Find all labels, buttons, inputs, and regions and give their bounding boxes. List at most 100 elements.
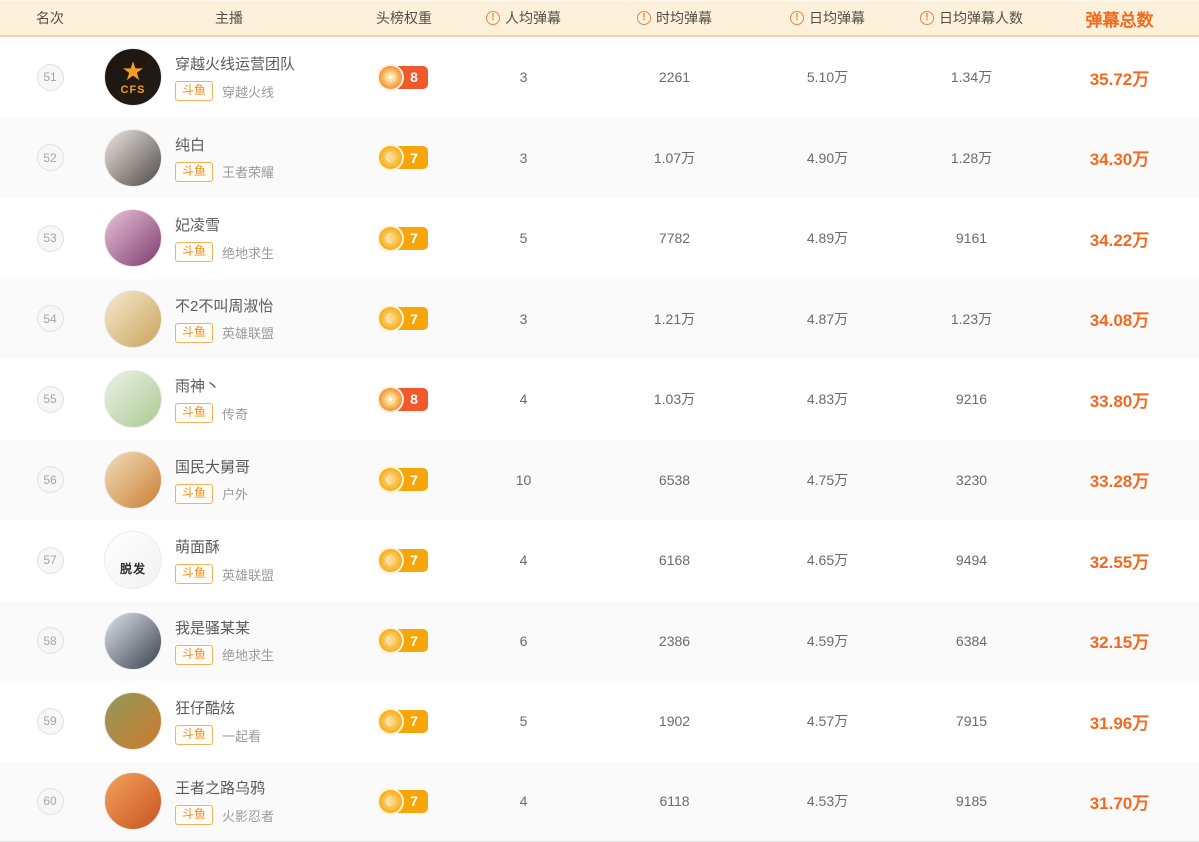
table-row[interactable]: 56 国民大舅哥 斗鱼 户外 ☾ 7 10 653: [0, 439, 1199, 520]
info-icon[interactable]: !: [790, 11, 804, 25]
platform-badge[interactable]: 斗鱼: [175, 242, 214, 263]
streamer-name[interactable]: 萌面酥: [175, 539, 221, 557]
weight-badge: ☾ 7: [377, 707, 428, 735]
rank-cell: 51: [0, 63, 100, 91]
weight-tier-circle: ☀: [377, 63, 405, 91]
streamer-meta: 斗鱼 绝地求生: [175, 242, 274, 263]
avatar[interactable]: [104, 209, 162, 268]
streamer-cell: 妃凌雪 斗鱼 绝地求生: [100, 209, 358, 268]
table-row[interactable]: 52 纯白 斗鱼 王者荣耀 ☾ 7 3 1.07万: [0, 117, 1199, 198]
streamer-cell: ★ CFS 穿越火线运营团队 斗鱼 穿越火线: [100, 48, 358, 107]
platform-badge[interactable]: 斗鱼: [175, 564, 214, 585]
weight-value: 7: [410, 713, 418, 730]
table-row[interactable]: 58 我是骚某某 斗鱼 绝地求生 ☾ 7 6 23: [0, 600, 1199, 681]
table-row[interactable]: 55 雨神丶 斗鱼 传奇 ☀ 8 4 1.03万: [0, 359, 1199, 440]
avatar[interactable]: [104, 692, 162, 751]
streamer-info: 不2不叫周淑怡 斗鱼 英雄联盟: [175, 295, 274, 343]
avatar[interactable]: [104, 611, 162, 670]
daily-danmaku-value: 4.90万: [806, 149, 849, 166]
platform-badge[interactable]: 斗鱼: [175, 725, 214, 746]
rank-cell: 57: [0, 546, 100, 574]
weight-tier-circle: ☾: [377, 144, 405, 172]
avatar[interactable]: 脱发: [104, 531, 162, 590]
header-per-user-danmaku[interactable]: ! 人均弹幕: [450, 8, 597, 28]
total-danmaku-value: 34.30万: [1089, 150, 1150, 170]
rank-cell: 53: [0, 224, 100, 252]
header-hourly-danmaku[interactable]: ! 时均弹幕: [597, 8, 752, 28]
weight-badge: ☾ 7: [377, 466, 428, 494]
weight-tier-circle: ☾: [377, 466, 405, 494]
table-row[interactable]: 51 ★ CFS 穿越火线运营团队 斗鱼 穿越火线 ☀ 8 3: [0, 37, 1199, 118]
table-row[interactable]: 57 脱发 萌面酥 斗鱼 英雄联盟 ☾ 7 4 61: [0, 520, 1199, 601]
header-rank-label: 名次: [36, 10, 64, 26]
streamer-name[interactable]: 狂仔酷炫: [175, 700, 236, 718]
header-daily-danmaku[interactable]: ! 日均弹幕: [752, 8, 903, 28]
total-danmaku-value: 33.28万: [1089, 472, 1150, 492]
avatar[interactable]: ★ CFS: [104, 48, 162, 107]
avatar[interactable]: [104, 450, 162, 509]
platform-badge[interactable]: 斗鱼: [175, 805, 214, 826]
streamer-name[interactable]: 王者之路乌鸦: [175, 780, 266, 798]
streamer-meta: 斗鱼 绝地求生: [175, 644, 274, 665]
daily-danmaku-value: 4.59万: [806, 632, 849, 649]
hourly-danmaku-value: 1902: [658, 713, 691, 730]
table-row[interactable]: 60 王者之路乌鸦 斗鱼 火影忍者 ☾ 7 4 6: [0, 761, 1199, 842]
streamer-name[interactable]: 不2不叫周淑怡: [175, 297, 274, 315]
streamer-info: 妃凌雪 斗鱼 绝地求生: [175, 214, 274, 263]
info-icon[interactable]: !: [637, 11, 651, 25]
streamer-name[interactable]: 我是骚某某: [175, 619, 251, 637]
per-user-danmaku-value: 3: [519, 310, 528, 327]
rank-cell: 52: [0, 144, 100, 172]
weight-badge: ☾ 7: [377, 144, 428, 172]
daily-danmaku-value: 4.65万: [806, 552, 849, 569]
streamer-meta: 斗鱼 户外: [175, 483, 250, 504]
weight-cell: ☾ 7: [358, 787, 450, 815]
platform-badge[interactable]: 斗鱼: [175, 81, 214, 102]
streamer-name[interactable]: 雨神丶: [175, 378, 221, 396]
star-icon: ★: [121, 56, 145, 87]
streamer-info: 狂仔酷炫 斗鱼 一起看: [175, 697, 261, 746]
avatar[interactable]: [104, 128, 162, 187]
daily-danmaku-value: 4.53万: [806, 793, 849, 810]
daily-users-value: 1.34万: [950, 69, 993, 86]
rank-badge: 56: [36, 466, 64, 494]
daily-danmaku-value: 4.57万: [806, 713, 849, 730]
platform-badge[interactable]: 斗鱼: [175, 403, 214, 424]
avatar[interactable]: [104, 289, 162, 348]
per-user-danmaku-value: 3: [519, 69, 528, 86]
table-row[interactable]: 59 狂仔酷炫 斗鱼 一起看 ☾ 7 5 1902: [0, 681, 1199, 762]
streamer-meta: 斗鱼 英雄联盟: [175, 564, 274, 585]
header-per-user-label: 人均弹幕: [505, 10, 561, 26]
platform-badge[interactable]: 斗鱼: [175, 161, 214, 182]
streamer-name[interactable]: 国民大舅哥: [175, 458, 251, 476]
total-danmaku-value: 31.70万: [1089, 793, 1150, 813]
rank-badge: 57: [36, 546, 64, 574]
moon-icon: ☾: [384, 793, 397, 809]
daily-users-value: 7915: [955, 713, 988, 730]
rank-cell: 54: [0, 305, 100, 333]
header-daily-users[interactable]: ! 日均弹幕人数: [903, 8, 1040, 28]
daily-danmaku-value: 5.10万: [806, 69, 849, 86]
avatar[interactable]: [104, 772, 162, 831]
table-row[interactable]: 53 妃凌雪 斗鱼 绝地求生 ☾ 7 5 7782: [0, 198, 1199, 279]
hourly-danmaku-value: 6538: [658, 471, 691, 488]
streamer-meta: 斗鱼 传奇: [175, 403, 248, 424]
info-icon[interactable]: !: [920, 11, 934, 25]
header-streamer-label: 主播: [215, 10, 243, 26]
avatar-caption: CFS: [120, 84, 146, 97]
moon-icon: ☾: [384, 472, 397, 488]
info-icon[interactable]: !: [486, 11, 500, 25]
avatar[interactable]: [104, 370, 162, 429]
rank-cell: 55: [0, 385, 100, 413]
table-row[interactable]: 54 不2不叫周淑怡 斗鱼 英雄联盟 ☾ 7 3: [0, 278, 1199, 359]
streamer-name[interactable]: 妃凌雪: [175, 217, 221, 235]
platform-badge[interactable]: 斗鱼: [175, 644, 214, 665]
platform-badge[interactable]: 斗鱼: [175, 322, 214, 343]
moon-icon: ☾: [384, 713, 397, 729]
platform-badge[interactable]: 斗鱼: [175, 483, 214, 504]
streamer-name[interactable]: 纯白: [175, 136, 206, 154]
streamer-name[interactable]: 穿越火线运营团队: [175, 56, 296, 74]
streamer-info: 纯白 斗鱼 王者荣耀: [175, 134, 274, 182]
daily-users-value: 9161: [955, 230, 988, 247]
